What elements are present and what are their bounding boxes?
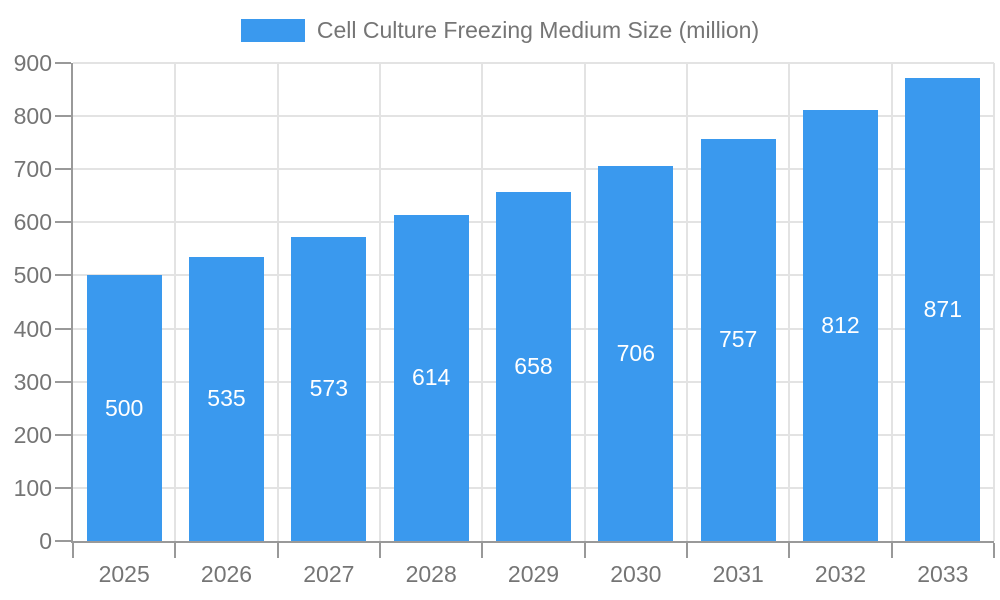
bar[interactable]: 573	[291, 236, 367, 541]
gridline-v	[276, 63, 279, 541]
bar[interactable]: 812	[803, 109, 878, 541]
y-axis-tick	[55, 540, 71, 542]
y-axis-tick	[55, 433, 71, 436]
x-axis-tick	[993, 543, 995, 558]
bar-value-label: 535	[207, 385, 246, 412]
bar-value-label: 658	[514, 352, 553, 379]
x-axis-tick	[481, 543, 484, 558]
legend-swatch	[240, 19, 305, 42]
bar[interactable]: 757	[700, 138, 776, 541]
bar[interactable]: 871	[905, 78, 981, 541]
x-axis-label: 2025	[98, 561, 150, 587]
gridline-v	[481, 63, 484, 541]
x-axis-tick	[686, 543, 688, 558]
bar-value-label: 871	[923, 296, 962, 323]
x-axis-label: 2029	[507, 561, 560, 587]
bar[interactable]: 706	[598, 166, 674, 541]
bar[interactable]: 658	[496, 191, 571, 541]
bar-value-label: 812	[821, 311, 860, 338]
y-axis-tick	[55, 327, 71, 330]
bar[interactable]: 614	[393, 214, 469, 541]
gridline-v	[788, 63, 791, 541]
y-axis-label: 500	[13, 262, 52, 289]
y-axis-tick	[55, 221, 71, 224]
bar[interactable]: 500	[86, 275, 162, 541]
bar-value-label: 706	[616, 340, 655, 367]
y-axis-label: 0	[39, 528, 52, 554]
y-axis-label: 900	[13, 50, 52, 76]
x-axis-label: 2028	[405, 561, 457, 587]
y-axis-line	[71, 63, 73, 541]
y-axis-label: 600	[13, 209, 52, 236]
x-axis-label: 2031	[712, 561, 764, 587]
x-axis-line	[71, 541, 994, 543]
y-axis-label: 800	[13, 103, 52, 130]
gridline-v	[379, 63, 381, 541]
y-axis-tick	[55, 168, 71, 171]
x-axis-tick	[379, 543, 381, 558]
bar-value-label: 573	[309, 375, 348, 402]
bar[interactable]: 535	[189, 256, 264, 541]
bar-value-label: 614	[411, 364, 451, 391]
x-axis-label: 2032	[814, 561, 867, 587]
y-axis-tick	[55, 486, 71, 489]
y-axis-label: 400	[13, 315, 52, 342]
gridline-h	[73, 168, 994, 171]
y-axis-tick	[55, 62, 71, 64]
x-axis-tick	[276, 543, 279, 558]
gridline-v	[686, 63, 688, 541]
gridline-v	[174, 63, 177, 541]
legend[interactable]: Cell Culture Freezing Medium Size (milli…	[0, 17, 1000, 44]
x-axis-tick	[788, 543, 791, 558]
bar-value-label: 757	[718, 326, 758, 353]
x-axis-label: 2033	[917, 561, 969, 587]
gridline-h	[73, 62, 994, 64]
y-axis-tick	[55, 115, 71, 118]
legend-label: Cell Culture Freezing Medium Size (milli…	[316, 17, 760, 43]
y-axis-label: 300	[13, 368, 52, 395]
x-axis-label: 2030	[610, 561, 662, 587]
y-axis-tick	[55, 274, 71, 277]
x-axis-tick	[174, 543, 177, 558]
x-axis-tick	[890, 543, 893, 558]
y-axis-tick	[55, 380, 71, 383]
gridline-v	[993, 63, 995, 541]
gridline-h	[73, 115, 994, 118]
bar-value-label: 500	[104, 394, 144, 421]
x-axis-label: 2026	[200, 561, 253, 587]
gridline-v	[583, 63, 586, 541]
y-axis-label: 100	[13, 474, 52, 501]
x-axis-tick	[583, 543, 586, 558]
x-axis-label: 2027	[303, 561, 355, 587]
gridline-v	[890, 63, 893, 541]
y-axis-label: 200	[13, 421, 52, 448]
plot-area: 500 535 573 614 658 706 757 812 871	[55, 62, 995, 558]
y-axis-label: 700	[13, 156, 52, 183]
x-axis-tick	[72, 543, 74, 558]
